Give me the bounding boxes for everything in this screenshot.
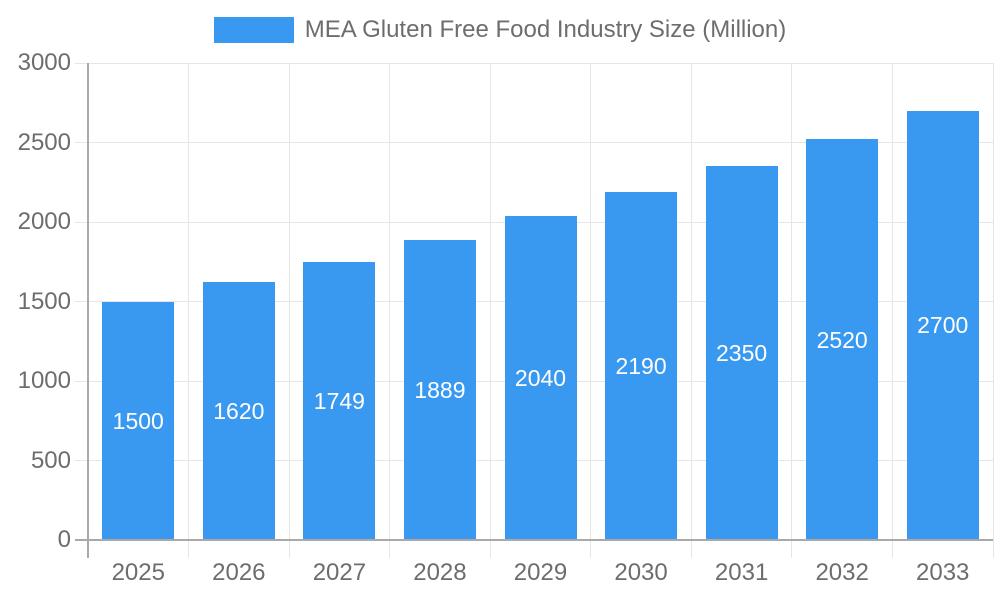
bar (504, 215, 577, 540)
bar-value-label: 2350 (716, 340, 768, 367)
gridline-horizontal (75, 142, 993, 143)
bar (605, 191, 678, 540)
bar (202, 282, 275, 540)
legend-label: MEA Gluten Free Food Industry Size (Mill… (304, 16, 787, 43)
bar (806, 139, 879, 540)
bar (303, 261, 376, 540)
y-axis-tick-label: 1500 (17, 287, 71, 315)
bar-value-label: 1500 (112, 407, 164, 434)
bar (906, 110, 979, 540)
x-axis-tick-label: 2030 (614, 559, 668, 586)
x-axis-tick-label: 2032 (815, 559, 869, 586)
x-axis-tick-label: 2028 (413, 559, 467, 586)
x-axis-tick-label: 2033 (916, 559, 970, 586)
bar-value-label: 1889 (414, 376, 466, 403)
gridline-vertical (288, 63, 290, 558)
gridline-vertical (891, 63, 893, 558)
bar-value-label: 2700 (917, 312, 969, 339)
gridline-vertical (992, 63, 994, 558)
bar-value-label: 2040 (514, 364, 567, 391)
x-axis-tick-label: 2031 (714, 559, 769, 586)
bar-value-label: 2520 (816, 326, 868, 353)
bar (102, 301, 175, 540)
gridline-vertical (188, 63, 190, 558)
x-axis-tick-label: 2027 (312, 559, 367, 586)
bar-value-label: 2190 (615, 352, 667, 379)
legend-swatch (213, 17, 294, 43)
gridline-vertical (791, 63, 793, 558)
y-axis-tick-label: 2500 (17, 128, 71, 156)
x-axis-tick-label: 2025 (111, 559, 165, 586)
legend: MEA Gluten Free Food Industry Size (Mill… (0, 16, 1000, 43)
gridline-vertical (389, 63, 391, 558)
y-axis-tick-label: 500 (30, 446, 71, 474)
x-axis-tick-label: 2026 (212, 559, 266, 586)
x-axis-tick-label: 2029 (513, 559, 568, 586)
y-axis-tick-label: 1000 (17, 367, 71, 394)
y-axis-tick-label: 2000 (17, 208, 71, 235)
y-axis-tick-label: 0 (57, 526, 71, 553)
gridline-horizontal (75, 62, 993, 64)
gridline-vertical (590, 63, 592, 558)
y-axis-tick-label: 3000 (17, 49, 71, 76)
bar (705, 166, 778, 540)
x-axis-baseline (75, 539, 993, 541)
gridline-vertical (489, 63, 491, 558)
bar-value-label: 1749 (313, 387, 365, 414)
y-axis-line (87, 63, 89, 558)
bar-value-label: 1620 (213, 398, 265, 425)
gridline-vertical (690, 63, 692, 558)
bar (403, 239, 476, 540)
